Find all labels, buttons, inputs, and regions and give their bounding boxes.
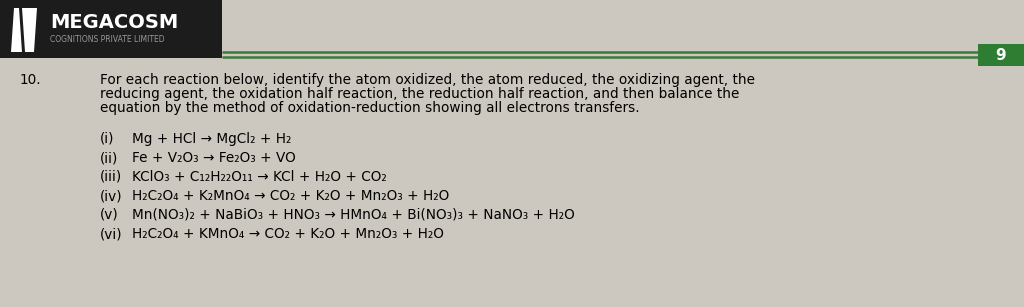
- Polygon shape: [22, 8, 37, 52]
- Text: (vi): (vi): [100, 227, 123, 241]
- Text: H₂C₂O₄ + KMnO₄ → CO₂ + K₂O + Mn₂O₃ + H₂O: H₂C₂O₄ + KMnO₄ → CO₂ + K₂O + Mn₂O₃ + H₂O: [132, 227, 443, 241]
- Text: For each reaction below, identify the atom oxidized, the atom reduced, the oxidi: For each reaction below, identify the at…: [100, 73, 755, 87]
- Text: 10.: 10.: [20, 73, 42, 87]
- Text: COGNITIONS PRIVATE LIMITED: COGNITIONS PRIVATE LIMITED: [50, 36, 165, 45]
- Text: MEGACOSM: MEGACOSM: [50, 13, 178, 32]
- Text: (ii): (ii): [100, 151, 119, 165]
- Text: KClO₃ + C₁₂H₂₂O₁₁ → KCl + H₂O + CO₂: KClO₃ + C₁₂H₂₂O₁₁ → KCl + H₂O + CO₂: [132, 170, 387, 184]
- Polygon shape: [19, 8, 25, 52]
- Text: 9: 9: [995, 48, 1007, 63]
- Text: (iv): (iv): [100, 189, 123, 203]
- Text: Mg + HCl → MgCl₂ + H₂: Mg + HCl → MgCl₂ + H₂: [132, 132, 292, 146]
- Text: Mn(NO₃)₂ + NaBiO₃ + HNO₃ → HMnO₄ + Bi(NO₃)₃ + NaNO₃ + H₂O: Mn(NO₃)₂ + NaBiO₃ + HNO₃ → HMnO₄ + Bi(NO…: [132, 208, 574, 222]
- Text: H₂C₂O₄ + K₂MnO₄ → CO₂ + K₂O + Mn₂O₃ + H₂O: H₂C₂O₄ + K₂MnO₄ → CO₂ + K₂O + Mn₂O₃ + H₂…: [132, 189, 450, 203]
- Text: (i): (i): [100, 132, 115, 146]
- Text: (iii): (iii): [100, 170, 122, 184]
- Text: (v): (v): [100, 208, 119, 222]
- FancyBboxPatch shape: [0, 0, 222, 58]
- FancyBboxPatch shape: [978, 44, 1024, 66]
- Text: Fe + V₂O₃ → Fe₂O₃ + VO: Fe + V₂O₃ → Fe₂O₃ + VO: [132, 151, 296, 165]
- Text: reducing agent, the oxidation half reaction, the reduction half reaction, and th: reducing agent, the oxidation half react…: [100, 87, 739, 101]
- Polygon shape: [11, 8, 27, 52]
- Text: equation by the method of oxidation-reduction showing all electrons transfers.: equation by the method of oxidation-redu…: [100, 101, 640, 115]
